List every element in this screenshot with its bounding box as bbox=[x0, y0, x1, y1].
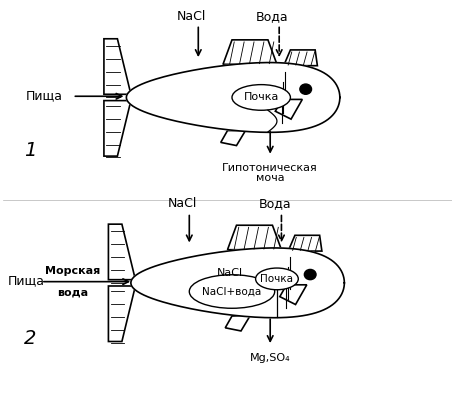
Polygon shape bbox=[221, 130, 246, 146]
Text: NaCl: NaCl bbox=[168, 198, 197, 210]
Polygon shape bbox=[280, 285, 307, 304]
Ellipse shape bbox=[232, 85, 290, 110]
Text: Морская: Морская bbox=[45, 266, 100, 276]
Polygon shape bbox=[228, 225, 282, 250]
Text: Почка: Почка bbox=[260, 274, 293, 284]
Text: NaCl: NaCl bbox=[177, 10, 206, 23]
Text: моча: моча bbox=[256, 173, 284, 183]
Text: Вода: Вода bbox=[258, 198, 291, 210]
Ellipse shape bbox=[189, 275, 275, 308]
Polygon shape bbox=[126, 62, 340, 132]
Text: Mg,SO₄: Mg,SO₄ bbox=[250, 353, 290, 363]
Text: Вода: Вода bbox=[256, 10, 289, 23]
Polygon shape bbox=[131, 248, 344, 318]
Text: Почка: Почка bbox=[243, 92, 279, 102]
Polygon shape bbox=[108, 286, 136, 342]
Polygon shape bbox=[283, 50, 318, 66]
Polygon shape bbox=[108, 224, 136, 280]
Text: вода: вода bbox=[57, 288, 88, 298]
Polygon shape bbox=[225, 316, 250, 331]
Text: NaCl: NaCl bbox=[217, 268, 243, 278]
Text: Пища: Пища bbox=[25, 89, 62, 102]
Text: Гипотоническая: Гипотоническая bbox=[222, 162, 318, 172]
Polygon shape bbox=[275, 100, 302, 119]
Polygon shape bbox=[223, 40, 277, 64]
Circle shape bbox=[300, 84, 312, 94]
Text: 2: 2 bbox=[24, 329, 36, 348]
Text: 1: 1 bbox=[24, 141, 36, 160]
Polygon shape bbox=[288, 235, 322, 251]
Text: Пища: Пища bbox=[7, 274, 44, 287]
Circle shape bbox=[304, 270, 316, 280]
Ellipse shape bbox=[256, 268, 298, 290]
Text: NaCl+вода: NaCl+вода bbox=[202, 286, 262, 296]
Polygon shape bbox=[104, 101, 131, 156]
Polygon shape bbox=[104, 39, 131, 94]
